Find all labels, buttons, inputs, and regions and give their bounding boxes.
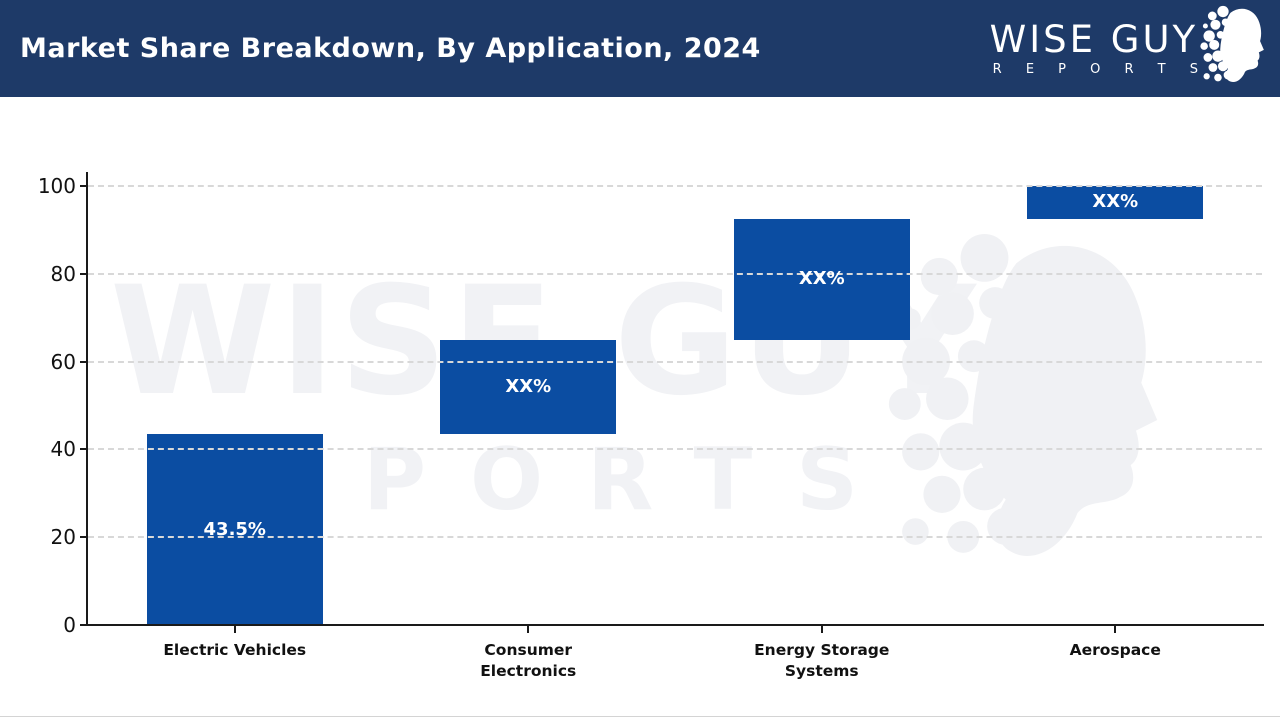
bar-value-label: XX% <box>798 268 845 290</box>
x-category-label: Aerospace <box>1069 641 1161 659</box>
x-category-label: Electric Vehicles <box>163 641 307 659</box>
logo-wordmark: WISE GUY <box>989 17 1199 61</box>
wiseguy-head-watermark-icon <box>888 233 1158 556</box>
y-tick-mark <box>80 536 87 539</box>
x-category-label: Energy Storage <box>754 641 890 659</box>
footer-divider <box>0 716 1280 717</box>
header-bar: Market Share Breakdown, By Application, … <box>0 0 1280 97</box>
gridline-100 <box>88 185 1262 187</box>
y-tick-label: 40 <box>50 437 76 462</box>
x-axis-line <box>86 624 1264 626</box>
y-tick-label: 20 <box>50 525 76 550</box>
bar-2 <box>733 218 910 340</box>
x-tick-mark <box>527 626 530 633</box>
y-tick-mark <box>80 624 87 626</box>
y-tick-mark <box>80 185 87 187</box>
y-tick-label: 100 <box>37 174 76 198</box>
x-category-label: Electronics <box>480 662 577 680</box>
x-tick-mark <box>820 626 823 633</box>
y-tick-label: 80 <box>50 261 76 286</box>
chart-title: Market Share Breakdown, By Application, … <box>20 33 761 64</box>
bar-value-label: XX% <box>505 375 552 397</box>
bar-1 <box>440 339 617 435</box>
x-category-label: Systems <box>784 662 859 680</box>
x-tick-mark <box>1114 626 1117 633</box>
wiseguy-logo-text: WISE GUY R E P O R T S <box>989 17 1208 77</box>
x-category-label: Consumer <box>484 641 573 659</box>
y-tick-mark <box>80 360 87 363</box>
bar-value-label: 43.5% <box>203 518 266 540</box>
logo-subtitle: R E P O R T S <box>992 61 1208 77</box>
gridline-40 <box>88 448 1262 451</box>
bar-0 <box>146 434 323 625</box>
y-tick-label: 0 <box>63 613 76 637</box>
wiseguy-head-icon <box>1200 5 1264 83</box>
y-tick-mark <box>80 448 87 451</box>
gridline-60 <box>88 360 1262 363</box>
gridline-80 <box>88 272 1262 275</box>
gridline-20 <box>88 536 1262 539</box>
wiseguy-logo: WISE GUY R E P O R T S <box>990 4 1272 92</box>
x-tick-mark <box>233 626 236 633</box>
y-tick-mark <box>80 272 87 275</box>
y-tick-label: 60 <box>50 349 76 374</box>
y-axis-line <box>86 172 88 626</box>
bar-3 <box>1027 186 1204 219</box>
bar-value-label: XX% <box>1092 191 1139 213</box>
